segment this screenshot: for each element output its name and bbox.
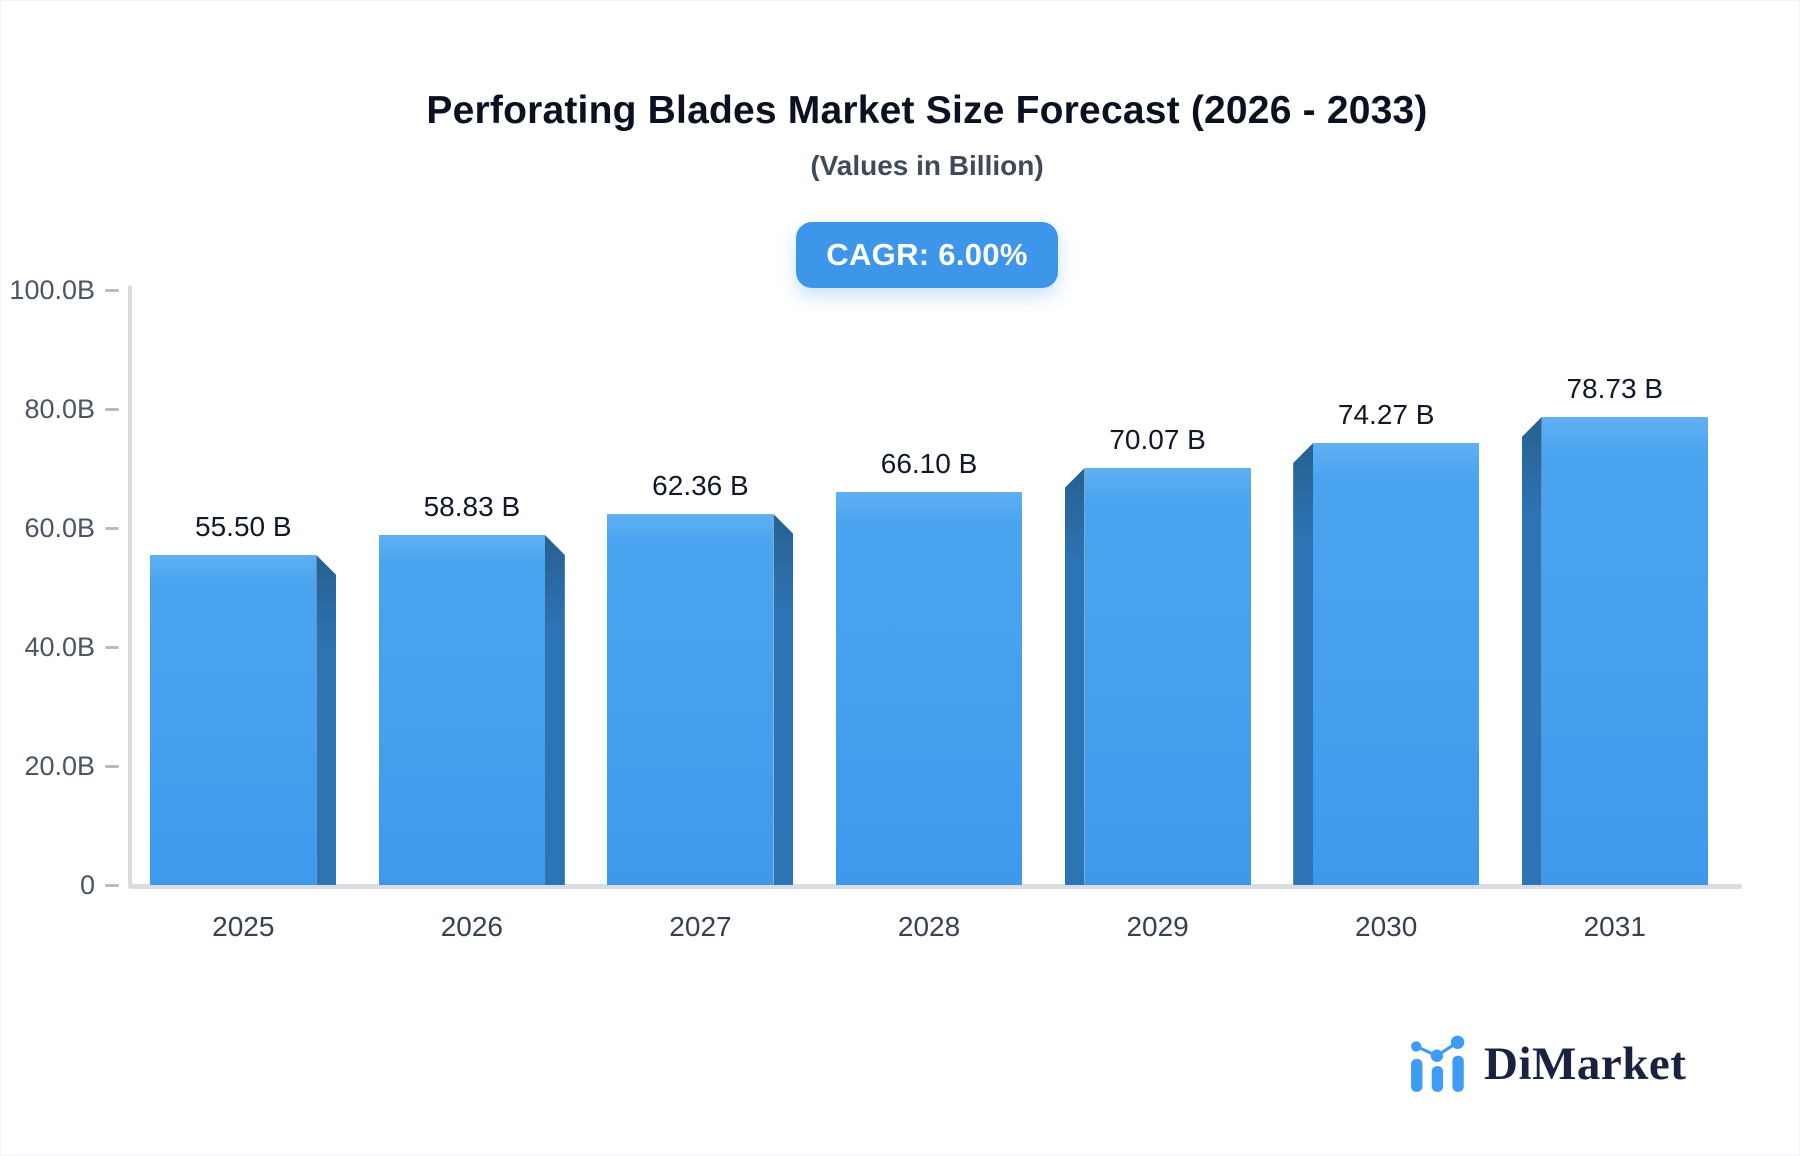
bar-value-label: 78.73 B xyxy=(1566,373,1664,404)
x-tick-label: 2026 xyxy=(440,911,504,942)
bar-group: 58.83 B 2026 xyxy=(358,290,587,942)
y-tick-label: 80.0B xyxy=(24,393,95,424)
chart-header: Perforating Blades Market Size Forecast … xyxy=(1,89,1799,288)
y-tick: 40.0B xyxy=(1,631,119,663)
y-tick: 100.0B xyxy=(1,274,119,306)
bar-face xyxy=(1084,468,1251,885)
y-tick-label: 60.0B xyxy=(24,512,95,543)
bar-side-face xyxy=(1521,417,1542,885)
x-tick-label: 2030 xyxy=(1355,911,1418,942)
logo-text: DiMarket xyxy=(1484,1038,1687,1090)
bar-value-label: 58.83 B xyxy=(423,491,521,522)
x-axis-line xyxy=(128,884,1742,889)
x-tick-label: 2031 xyxy=(1583,911,1646,942)
x-tick-label: 2029 xyxy=(1126,911,1189,942)
y-tick: 20.0B xyxy=(1,750,119,782)
bar-2026[interactable] xyxy=(378,535,565,885)
bar-face xyxy=(607,514,774,885)
bar-group: 55.50 B 2025 xyxy=(129,290,358,942)
bar-group: 66.10 B 2028 xyxy=(815,290,1044,942)
bar-side-face xyxy=(316,555,337,885)
y-tick-mark xyxy=(105,407,119,411)
x-tick-label: 2025 xyxy=(212,911,275,942)
y-tick-mark xyxy=(105,645,119,649)
cagr-badge: CAGR: 6.00% xyxy=(796,222,1058,288)
chart-subtitle: (Values in Billion) xyxy=(810,150,1044,181)
bar-2027[interactable] xyxy=(607,514,794,885)
dimarket-logo: DiMarket xyxy=(1409,1031,1686,1097)
x-tick-label: 2028 xyxy=(897,911,961,942)
bar-side-face xyxy=(1293,443,1314,885)
bar-face xyxy=(378,535,545,885)
chart-title: Perforating Blades Market Size Forecast … xyxy=(426,89,1428,132)
y-tick: 0 xyxy=(1,869,119,901)
bar-2031[interactable] xyxy=(1521,417,1708,885)
y-tick-mark xyxy=(105,288,119,292)
bar-side-face xyxy=(1064,468,1085,885)
bar-face xyxy=(1541,417,1708,885)
bar-2028[interactable] xyxy=(836,492,1023,885)
bar-2025[interactable] xyxy=(150,555,337,885)
bar-chart-sparkline-icon xyxy=(1411,1035,1465,1092)
bar-group: 74.27 B 2030 xyxy=(1272,290,1501,942)
bar-face xyxy=(836,492,1023,885)
bar-group: 70.07 B 2029 xyxy=(1043,290,1272,942)
bar-value-label: 62.36 B xyxy=(652,470,749,501)
bar-side-face xyxy=(773,514,794,885)
bar-face xyxy=(1313,443,1480,885)
bar-value-label: 74.27 B xyxy=(1337,399,1435,430)
y-tick-mark xyxy=(105,526,119,530)
y-tick: 60.0B xyxy=(1,512,119,544)
y-axis-line xyxy=(128,285,132,886)
x-tick-label: 2027 xyxy=(669,911,732,942)
y-tick-label: 0 xyxy=(79,869,95,900)
y-tick-mark xyxy=(105,764,119,768)
y-tick-label: 20.0B xyxy=(24,750,95,781)
y-tick-mark xyxy=(105,883,119,887)
bar-value-label: 55.50 B xyxy=(195,511,292,542)
bar-value-label: 66.10 B xyxy=(880,448,978,479)
bar-group: 78.73 B 2031 xyxy=(1500,290,1729,942)
bars-plot-area: 55.50 B 2025 58.83 B 2026 62.36 B 2027 66.10 B… xyxy=(129,290,1729,942)
bar-face xyxy=(150,555,317,885)
y-tick-label: 100.0B xyxy=(9,274,95,305)
bar-group: 62.36 B 2027 xyxy=(586,290,815,942)
bar-value-label: 70.07 B xyxy=(1109,424,1206,455)
bar-2030[interactable] xyxy=(1293,443,1480,885)
bar-side-face xyxy=(544,535,565,885)
bar-2029[interactable] xyxy=(1064,468,1251,885)
y-tick-label: 40.0B xyxy=(24,631,95,662)
y-tick: 80.0B xyxy=(1,393,119,425)
